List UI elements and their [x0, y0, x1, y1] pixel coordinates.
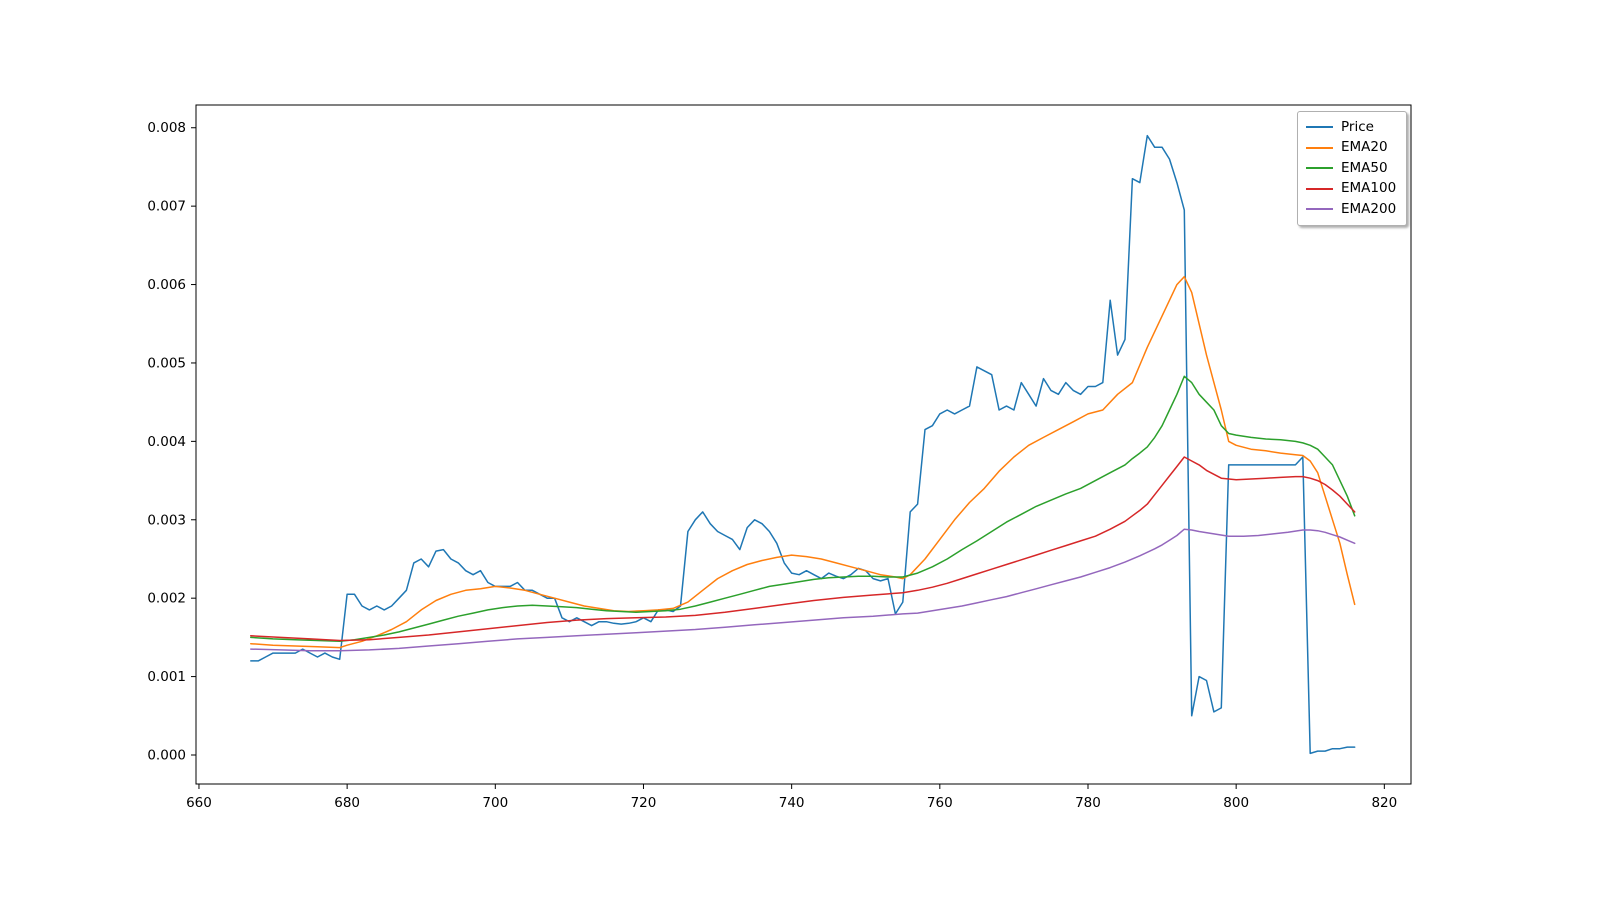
svg-text:0.006: 0.006 — [147, 277, 186, 293]
svg-text:800: 800 — [1223, 795, 1249, 811]
legend-item-ema100: EMA100 — [1306, 179, 1396, 200]
svg-text:0.002: 0.002 — [147, 591, 186, 607]
svg-text:0.008: 0.008 — [147, 120, 186, 136]
svg-text:0.003: 0.003 — [147, 512, 186, 528]
legend-item-ema50: EMA50 — [1306, 158, 1396, 179]
legend-swatch-ema200 — [1306, 208, 1333, 211]
svg-text:0.007: 0.007 — [147, 199, 186, 215]
svg-text:780: 780 — [1075, 795, 1101, 811]
legend: Price EMA20 EMA50 EMA100 EMA200 — [1297, 111, 1408, 226]
svg-text:820: 820 — [1371, 795, 1397, 811]
legend-label-price: Price — [1341, 118, 1374, 135]
legend-item-ema200: EMA200 — [1306, 199, 1396, 220]
legend-label-ema20: EMA20 — [1341, 139, 1388, 155]
svg-text:740: 740 — [779, 795, 805, 811]
legend-item-ema20: EMA20 — [1306, 138, 1396, 159]
svg-text:680: 680 — [334, 795, 360, 811]
legend-swatch-ema100 — [1306, 187, 1333, 190]
legend-label-ema200: EMA200 — [1341, 200, 1397, 217]
svg-text:720: 720 — [631, 795, 657, 811]
legend-swatch-ema20 — [1306, 146, 1333, 149]
svg-text:0.001: 0.001 — [147, 669, 186, 685]
svg-text:0.005: 0.005 — [147, 355, 186, 371]
legend-swatch-price — [1306, 126, 1333, 129]
legend-item-price: Price — [1306, 117, 1396, 138]
legend-label-ema100: EMA100 — [1341, 180, 1397, 196]
svg-text:700: 700 — [482, 795, 508, 811]
svg-text:760: 760 — [927, 795, 953, 811]
svg-text:660: 660 — [186, 795, 212, 811]
legend-label-ema50: EMA50 — [1341, 159, 1388, 176]
svg-text:0.000: 0.000 — [147, 747, 186, 763]
svg-text:0.004: 0.004 — [147, 434, 186, 450]
legend-swatch-ema50 — [1306, 167, 1333, 170]
